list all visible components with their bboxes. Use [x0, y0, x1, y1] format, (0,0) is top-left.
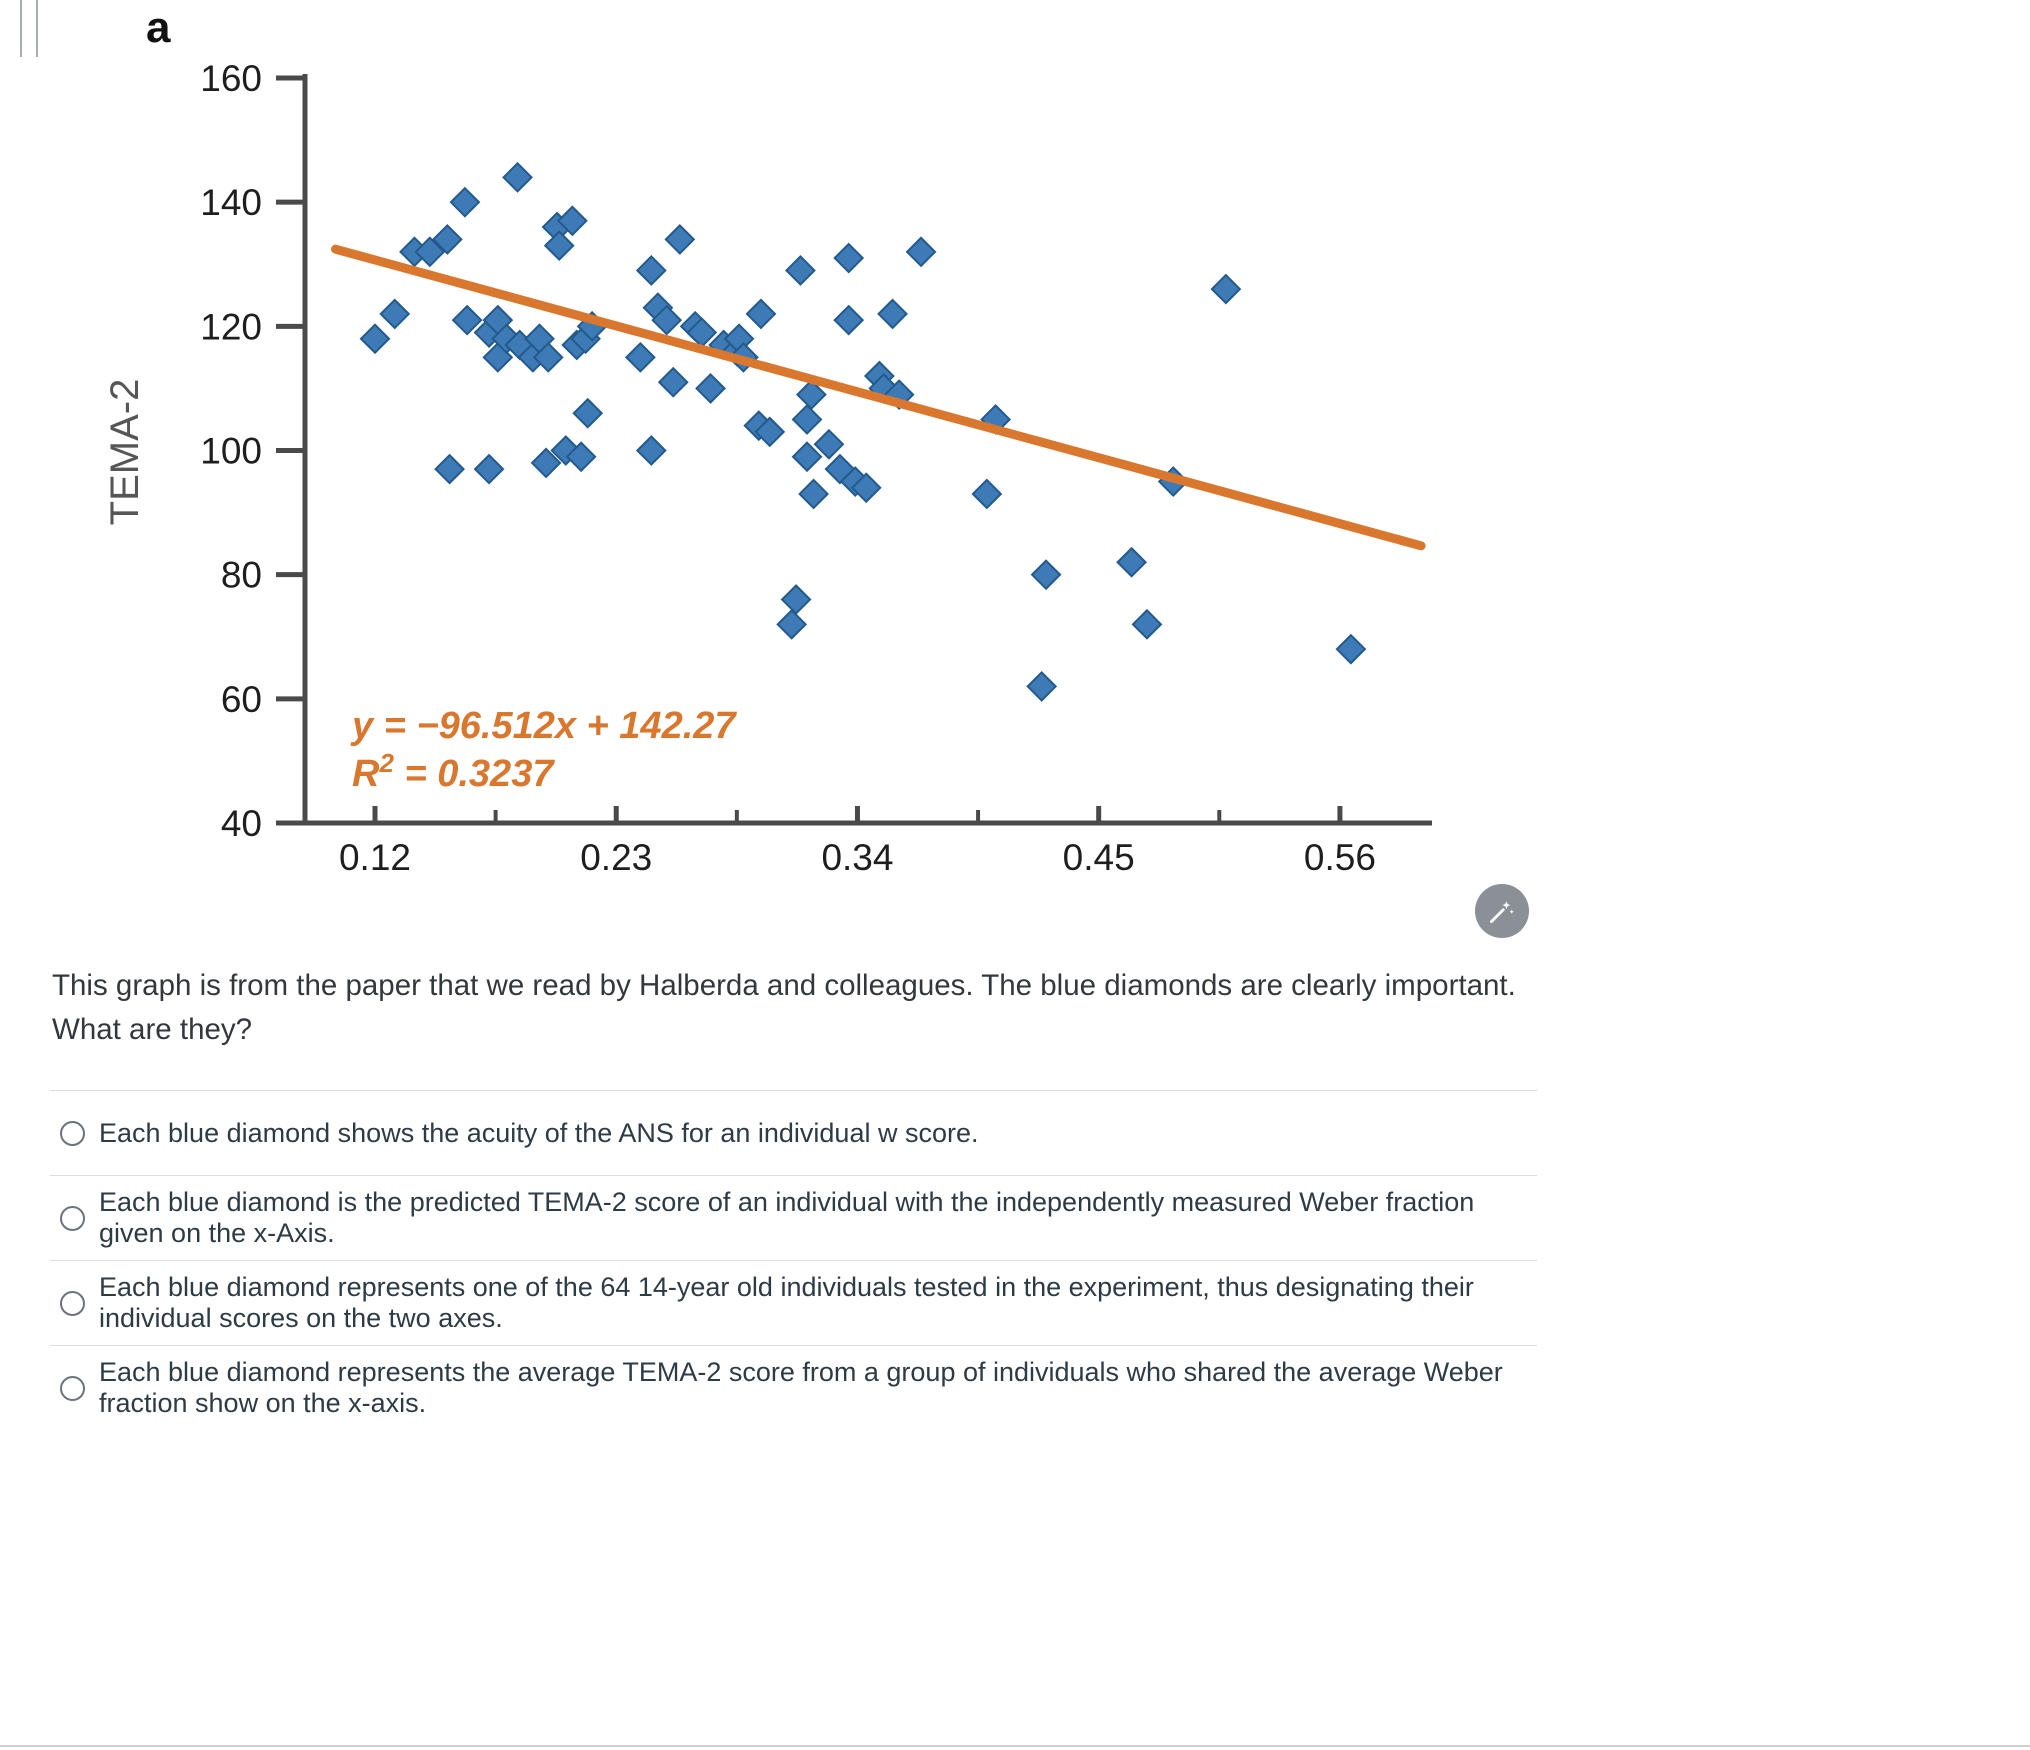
radio-button[interactable] [60, 1205, 85, 1231]
y-tick-label: 40 [221, 803, 262, 844]
data-point-diamond [754, 416, 786, 448]
data-point-diamond [877, 298, 908, 330]
data-point-diamond [791, 441, 823, 473]
data-point-diamond [850, 472, 882, 504]
data-point-diamond [1026, 670, 1058, 702]
answer-option-4[interactable]: Each blue diamond represents the average… [50, 1345, 1537, 1430]
option-label: Each blue diamond is the predicted TEMA-… [99, 1187, 1475, 1248]
data-point-diamond [695, 373, 726, 404]
data-point-diamond [776, 608, 808, 640]
question-text: This graph is from the paper that we rea… [52, 969, 1516, 1047]
data-point-diamond [664, 224, 696, 255]
data-point-diamond [624, 341, 656, 373]
data-point-diamond [905, 236, 937, 268]
data-point-diamond [473, 453, 505, 485]
y-tick-label: 160 [200, 58, 262, 99]
data-point-diamond [1210, 273, 1242, 305]
radio-button[interactable] [60, 1375, 85, 1401]
data-point-diamond [1131, 608, 1163, 640]
data-point-diamond [745, 298, 777, 330]
data-point-diamond [833, 242, 865, 274]
option-label: Each blue diamond represents one of the … [99, 1272, 1474, 1333]
magic-wand-button[interactable] [1475, 884, 1529, 938]
option-label: Each blue diamond represents the average… [99, 1357, 1503, 1418]
equation-label: y = −96.512x + 142.27 [350, 705, 737, 747]
data-point-diamond [1030, 559, 1062, 591]
data-point-diamond [565, 441, 597, 473]
chart-figure: a TEMA-2 160 140 120 100 80 60 40 0.12 0.23 0.34 0.4… [0, 0, 1470, 905]
data-point-diamond [785, 255, 816, 286]
data-point-diamond [434, 453, 465, 485]
data-point-diamond [414, 236, 446, 268]
y-axis-label: TEMA-2 [103, 379, 147, 526]
data-point-diamond [795, 379, 827, 411]
magic-wand-icon [1490, 901, 1514, 923]
data-point-diamond [798, 478, 830, 510]
data-point-diamond [543, 230, 575, 262]
y-tick-label: 140 [200, 182, 262, 223]
data-point-diamond [1116, 546, 1147, 578]
trend-line [331, 244, 1426, 551]
data-point-diamond [532, 341, 564, 373]
data-point-diamond [1335, 633, 1367, 665]
data-point-diamond [635, 435, 667, 466]
panel-label-a: a [146, 3, 171, 52]
data-point-diamond [657, 366, 689, 398]
x-tick-label: 0.45 [1063, 837, 1135, 878]
x-tick-label: 0.56 [1304, 837, 1376, 878]
options-list: Each blue diamond shows the acuity of th… [50, 1090, 1537, 1430]
data-point-diamond [431, 224, 463, 255]
y-tick-label: 80 [221, 555, 262, 596]
x-tick-label: 0.23 [580, 837, 652, 878]
r-squared-label: R2 = 0.3237 [352, 748, 555, 795]
y-tick-label: 60 [221, 679, 262, 720]
data-point-diamond [780, 584, 812, 615]
data-point-diamond [813, 428, 845, 460]
radio-button[interactable] [60, 1290, 85, 1316]
data-point-diamond [359, 323, 391, 355]
answer-option-1[interactable]: Each blue diamond shows the acuity of th… [50, 1090, 1537, 1175]
data-point-diamond [824, 453, 856, 485]
data-point-diamond [635, 255, 667, 286]
data-point-diamond [502, 161, 533, 193]
data-point-diamond [833, 304, 865, 336]
data-point-diamond [651, 304, 683, 336]
data-point-diamond [572, 397, 604, 429]
frame-edge-line [36, 0, 38, 57]
radio-button[interactable] [60, 1120, 85, 1146]
data-point-diamond [791, 404, 823, 435]
data-point-diamond [449, 186, 481, 218]
data-point-diamond [451, 304, 483, 336]
data-point-diamond [530, 447, 562, 479]
x-tick-label: 0.12 [339, 837, 411, 878]
data-point-diamond [379, 298, 411, 330]
scatter-chart: a TEMA-2 160 140 120 100 80 60 40 0.12 0.23 0.34 0.4… [103, 3, 1432, 878]
answer-option-2[interactable]: Each blue diamond is the predicted TEMA-… [50, 1175, 1537, 1260]
y-tick-label: 100 [200, 430, 262, 471]
option-label: Each blue diamond shows the acuity of th… [99, 1117, 979, 1148]
answer-option-3[interactable]: Each blue diamond represents one of the … [50, 1260, 1537, 1345]
x-tick-label: 0.34 [821, 837, 893, 878]
y-tick-label: 120 [200, 306, 262, 347]
data-point-diamond [556, 205, 588, 237]
frame-edge-line [20, 0, 22, 57]
bottom-divider [0, 1745, 2030, 1747]
data-point-diamond [971, 478, 1003, 510]
